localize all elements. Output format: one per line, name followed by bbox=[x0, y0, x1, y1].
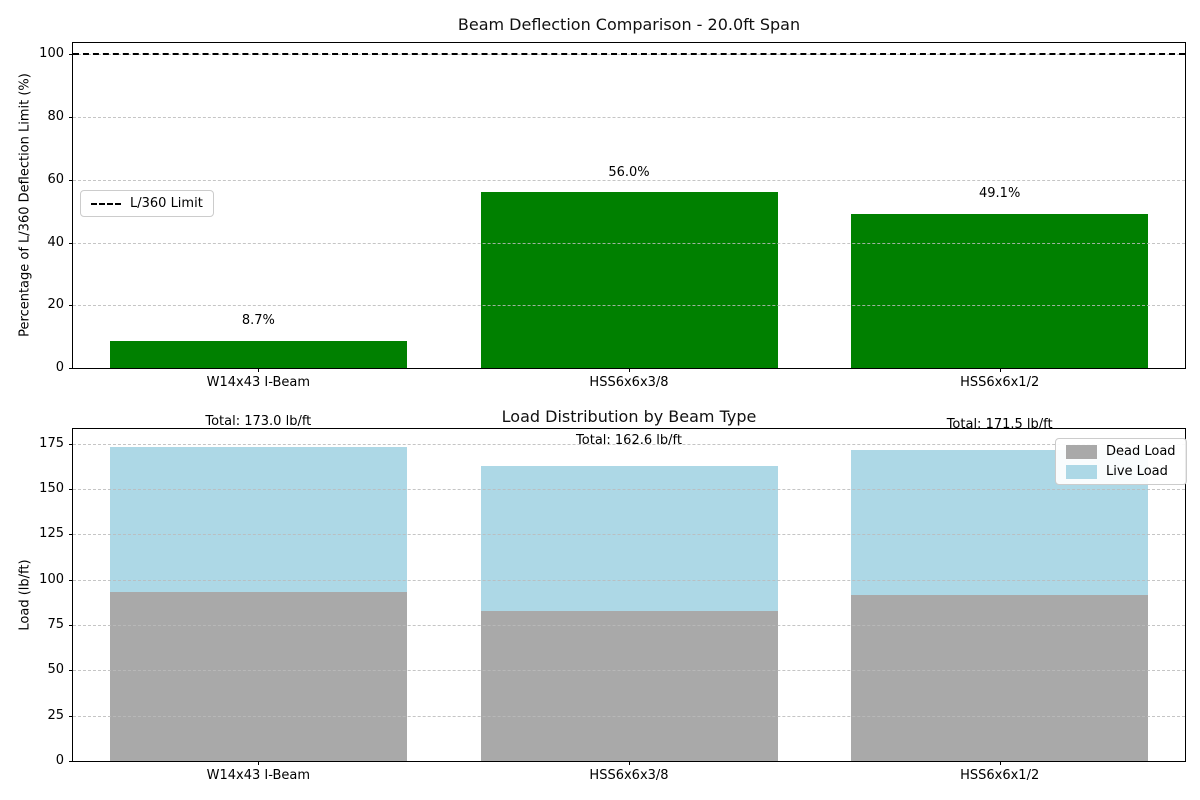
total-label: Total: 171.5 lb/ft bbox=[946, 416, 1053, 432]
x-tick-mark bbox=[258, 368, 260, 372]
chart1-plot-area: 0 20 40 60 80 100 W14x43 I-Beam 8.7% HSS6x6x3/8 5… bbox=[39, 42, 1186, 390]
y-tick-label: 20 bbox=[47, 297, 64, 313]
y-tick-mark bbox=[69, 242, 73, 244]
bar-value-label: 56.0% bbox=[608, 164, 650, 180]
gridline-y-50 bbox=[73, 670, 1185, 672]
legend-label: L/360 Limit bbox=[130, 196, 203, 211]
x-tick-label: HSS6x6x1/2 bbox=[960, 375, 1040, 390]
l360-limit-line bbox=[73, 53, 1185, 56]
bar-HSS6x6x1/2 bbox=[851, 213, 1149, 368]
y-tick-mark bbox=[69, 715, 73, 717]
chart2-legend: Dead Load Live Load bbox=[1055, 438, 1187, 485]
x-tick-label: W14x43 I-Beam bbox=[206, 768, 311, 783]
y-tick-label: 60 bbox=[47, 171, 64, 187]
dead-load-swatch bbox=[1066, 444, 1097, 459]
gridline-y-25 bbox=[73, 715, 1185, 717]
dashed-line-icon bbox=[91, 202, 121, 205]
gridline-y-150 bbox=[73, 488, 1185, 490]
y-tick-mark bbox=[69, 179, 73, 181]
y-tick-mark bbox=[69, 761, 73, 762]
gridline-y-100 bbox=[73, 579, 1185, 581]
y-tick-mark bbox=[69, 368, 73, 369]
y-tick-mark bbox=[69, 117, 73, 119]
y-tick-label: 75 bbox=[47, 616, 64, 632]
dead-load-bar-HSS6x6x1/2 bbox=[851, 595, 1149, 761]
y-tick-mark bbox=[69, 305, 73, 307]
chart1-legend: L/360 Limit bbox=[80, 190, 214, 217]
x-tick-label: HSS6x6x3/8 bbox=[589, 375, 669, 390]
gridline-y-125 bbox=[73, 534, 1185, 536]
bar-value-label: 49.1% bbox=[979, 186, 1021, 202]
x-tick-mark bbox=[629, 761, 630, 765]
y-tick-label: 0 bbox=[55, 360, 64, 375]
total-label: Total: 173.0 lb/ft bbox=[205, 414, 312, 429]
legend-entry-l360-limit: L/360 Limit bbox=[91, 196, 203, 211]
x-tick-mark bbox=[999, 368, 1001, 372]
bar-HSS6x6x3/8 bbox=[480, 192, 778, 368]
chart2-title: Load Distribution by Beam Type bbox=[501, 407, 757, 426]
gridline-y-80 bbox=[73, 117, 1185, 119]
x-tick-mark bbox=[629, 368, 630, 372]
x-tick-label: HSS6x6x3/8 bbox=[589, 768, 669, 783]
y-tick-mark bbox=[69, 54, 73, 56]
y-tick-label: 50 bbox=[47, 662, 64, 678]
y-tick-mark bbox=[69, 443, 73, 445]
dead-load-bar-W14x43 I-Beam bbox=[109, 592, 407, 761]
legend-entry-dead-load: Dead Load bbox=[1066, 444, 1176, 459]
chart1-title: Beam Deflection Comparison - 20.0ft Span bbox=[457, 15, 801, 34]
y-tick-label: 0 bbox=[55, 753, 64, 768]
x-tick-label: HSS6x6x1/2 bbox=[960, 768, 1040, 783]
live-load-bar-HSS6x6x3/8 bbox=[480, 466, 778, 612]
y-tick-mark bbox=[69, 579, 73, 581]
gridline-y-20 bbox=[73, 305, 1185, 307]
bar-value-label: 8.7% bbox=[241, 313, 275, 329]
y-tick-mark bbox=[69, 670, 73, 672]
x-tick-mark bbox=[999, 761, 1001, 765]
y-tick-label: 150 bbox=[39, 480, 64, 496]
legend-entry-live-load: Live Load bbox=[1066, 464, 1176, 479]
y-tick-label: 175 bbox=[39, 435, 64, 451]
x-tick-label: W14x43 I-Beam bbox=[206, 375, 311, 390]
y-tick-mark bbox=[69, 488, 73, 490]
y-tick-label: 100 bbox=[39, 46, 64, 62]
y-tick-label: 25 bbox=[47, 707, 64, 723]
y-tick-mark bbox=[69, 624, 73, 626]
chart2-plot-area: 0 25 50 75 100 125 150 175 W14x43 I-Beam Total: 1… bbox=[39, 414, 1186, 783]
gridline-y-75 bbox=[73, 624, 1185, 626]
live-load-bar-W14x43 I-Beam bbox=[109, 447, 407, 593]
bar-W14x43 I-Beam bbox=[109, 340, 407, 368]
y-tick-label: 40 bbox=[47, 234, 64, 250]
gridline-y-60 bbox=[73, 179, 1185, 181]
total-label: Total: 162.6 lb/ft bbox=[576, 432, 682, 448]
gridline-y-40 bbox=[73, 242, 1185, 244]
gridline-y-175 bbox=[73, 443, 1185, 445]
legend-label: Dead Load bbox=[1106, 444, 1176, 459]
x-tick-mark bbox=[258, 761, 260, 765]
y-tick-label: 80 bbox=[47, 109, 64, 125]
y-tick-label: 125 bbox=[39, 526, 64, 542]
y-tick-label: 100 bbox=[39, 571, 64, 587]
y-tick-mark bbox=[69, 534, 73, 536]
dead-load-bar-HSS6x6x3/8 bbox=[480, 611, 778, 761]
legend-label: Live Load bbox=[1106, 464, 1168, 479]
live-load-swatch bbox=[1066, 464, 1097, 479]
